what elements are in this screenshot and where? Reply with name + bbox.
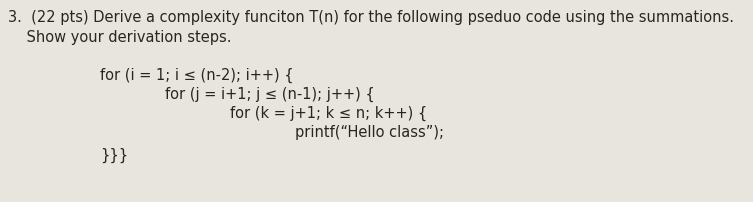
Text: for (j = i+1; j ≤ (n-1); j++) {: for (j = i+1; j ≤ (n-1); j++) { — [165, 87, 375, 102]
Text: printf(“Hello class”);: printf(“Hello class”); — [295, 125, 444, 140]
Text: for (i = 1; i ≤ (n-2); i++) {: for (i = 1; i ≤ (n-2); i++) { — [100, 68, 294, 83]
Text: Show your derivation steps.: Show your derivation steps. — [8, 30, 231, 45]
Text: }}}: }}} — [100, 148, 128, 163]
Text: 3.  (22 pts) Derive a complexity funciton T(n) for the following pseduo code usi: 3. (22 pts) Derive a complexity funciton… — [8, 10, 734, 25]
Text: for (k = j+1; k ≤ n; k++) {: for (k = j+1; k ≤ n; k++) { — [230, 106, 427, 121]
